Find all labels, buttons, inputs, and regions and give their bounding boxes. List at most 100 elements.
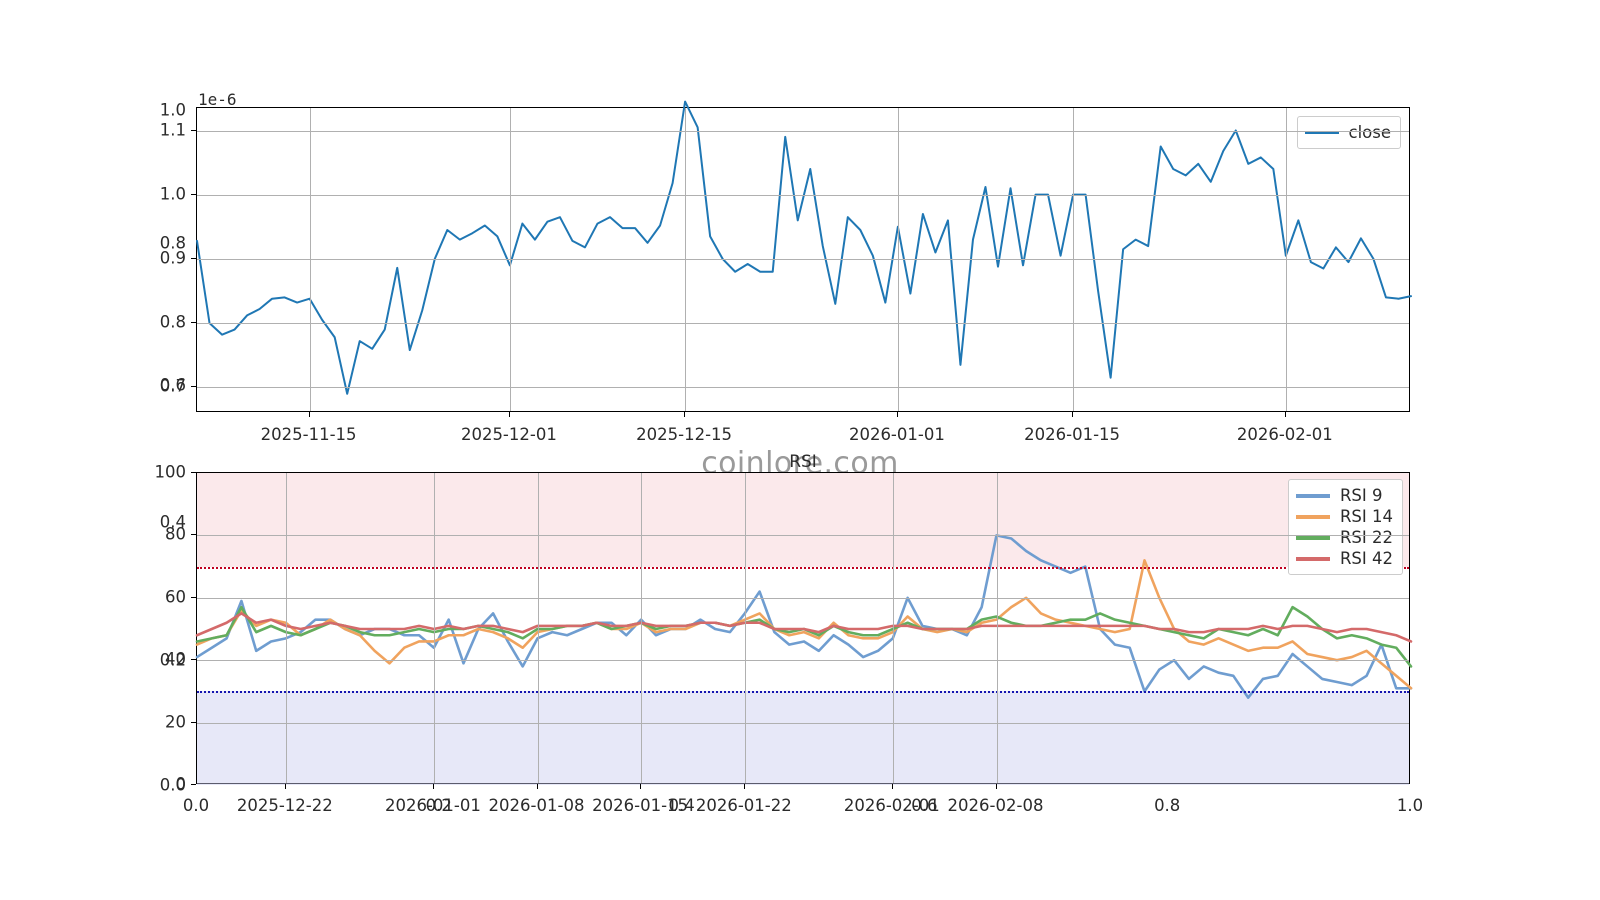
legend-item-rsi-42: RSI 42: [1295, 548, 1393, 569]
rsi-gridline-v: [285, 473, 287, 783]
legend-item-rsi-14: RSI 14: [1295, 506, 1393, 527]
price-gridline-v: [509, 108, 511, 411]
price-x-tickmark: [1072, 412, 1074, 417]
price-y-tick-label: 0.8: [159, 312, 186, 332]
price-x-tick-label: 2026-01-15: [1024, 425, 1121, 444]
price-x-tick-label: 2025-11-15: [260, 425, 357, 444]
legend-label: RSI 22: [1339, 528, 1393, 547]
price-x-tickmark: [308, 412, 310, 417]
rsi-y-tickmark: [191, 534, 196, 536]
price-y-tickmark: [191, 129, 196, 131]
rsi-gridline-h: [197, 660, 1409, 662]
rsi-x-tick-label: 2026-01-08: [488, 796, 585, 815]
price-x-tickmark: [896, 412, 898, 417]
price-y-offset-text: 1e-6: [198, 90, 237, 109]
price-x-tickmark: [508, 412, 510, 417]
rsi-gridline-v: [744, 473, 746, 783]
price-gridline-h: [197, 387, 1409, 389]
rsi-x-tick-label-secondary: 1.0: [1396, 796, 1424, 815]
rsi-x-tick-label-secondary: 0.6: [911, 796, 938, 815]
price-y-tick-label-secondary: 0.6: [159, 375, 186, 395]
rsi-x-tick-label-secondary: 0.4: [668, 796, 695, 815]
rsi-y-tick-label: 100: [154, 462, 187, 482]
overbought-threshold-line: [197, 566, 1409, 569]
rsi-line-plot: [195, 534, 1413, 699]
rsi-x-tickmark: [995, 784, 997, 789]
price-y-tick-label-secondary: 1.0: [159, 100, 186, 120]
price-line-plot: [196, 100, 1412, 395]
rsi-y-tickmark: [191, 721, 196, 723]
price-y-tickmark: [191, 193, 196, 195]
price-gridline-h: [197, 258, 1409, 260]
price-y-tickmark: [191, 386, 196, 388]
rsi-legend: RSI 9 RSI 14 RSI 22 RSI 42: [1287, 479, 1403, 575]
legend-label: RSI 9: [1339, 486, 1383, 505]
price-y-tickmark: [191, 322, 196, 324]
price-y-tick-label: 1.0: [159, 184, 186, 204]
price-y-tick-label-secondary: 0.8: [159, 233, 186, 253]
rsi-x-tick-label-secondary: 0.8: [1154, 796, 1181, 815]
legend-item-rsi-9: RSI 9: [1295, 485, 1393, 506]
rsi-x-tick-label-secondary: 0.2: [425, 796, 452, 815]
legend-label: close: [1348, 123, 1392, 142]
rsi-gridline-v: [892, 473, 894, 783]
rsi-x-tickmark: [640, 784, 642, 789]
rsi-y-tickmark: [191, 472, 196, 473]
rsi-gridline-v: [433, 473, 435, 783]
price-y-tickmark: [191, 257, 196, 259]
rsi-x-tickmark: [284, 784, 286, 789]
rsi-y-tick-label: 40: [165, 649, 186, 669]
rsi-y-tick-label: 80: [165, 524, 186, 544]
price-x-tick-label: 2025-12-01: [460, 425, 557, 444]
rsi-y-tickmark: [191, 596, 196, 598]
rsi-gridline-v: [537, 473, 539, 783]
price-gridline-h: [197, 130, 1409, 132]
price-x-tickmark: [684, 412, 686, 417]
price-x-tick-label: 2026-01-01: [848, 425, 945, 444]
rsi-y-tick-label-secondary: 0.0: [159, 775, 186, 795]
price-x-tick-label: 2025-12-15: [636, 425, 733, 444]
price-y-tick-label: 0.9: [159, 248, 186, 268]
rsi-x-tickmark: [891, 784, 893, 789]
price-y-tick-label: 1.1: [159, 120, 186, 139]
rsi-y-tick-label: 20: [165, 712, 186, 732]
price-legend: close: [1296, 116, 1401, 149]
rsi-gridline-h: [197, 722, 1409, 724]
rsi-x-tickmark: [743, 784, 745, 789]
rsi-x-tickmark: [432, 784, 434, 789]
legend-label: RSI 14: [1339, 507, 1393, 526]
rsi-x-tick-label: 2025-12-22: [236, 796, 333, 815]
oversold-band: [197, 691, 1409, 785]
rsi-chart-title: RSI: [789, 452, 817, 472]
price-gridline-v: [1285, 108, 1287, 411]
oversold-threshold-line: [197, 691, 1409, 694]
price-x-tickmark: [1284, 412, 1286, 417]
price-y-tick-label: 0.7: [159, 376, 186, 396]
rsi-y-tick-label: 0: [175, 774, 187, 794]
price-chart-axes: close: [196, 100, 1412, 412]
legend-label: RSI 42: [1339, 549, 1393, 568]
price-x-tick-label: 2026-02-01: [1236, 425, 1333, 444]
rsi-y-tick-label-secondary: 0.4: [159, 512, 186, 532]
rsi-x-tick-label: 2026-01-15: [592, 796, 689, 815]
price-gridline-v: [897, 108, 899, 411]
price-gridline-h: [197, 323, 1409, 325]
rsi-chart-axes: RSI 9 RSI 14 RSI 22 RSI 42: [195, 472, 1413, 785]
rsi-x-tickmark: [536, 784, 538, 789]
price-gridline-h: [197, 194, 1409, 196]
rsi-gridline-v: [996, 473, 998, 783]
legend-item-rsi-22: RSI 22: [1295, 527, 1393, 548]
rsi-x-tick-label-secondary: 0.0: [182, 796, 210, 815]
rsi-y-tickmark: [191, 659, 196, 661]
rsi-x-tick-label: 2026-01-01: [384, 796, 481, 815]
rsi-x-tick-label: 2026-02-01: [843, 796, 940, 815]
legend-swatch-rsi-42: [1295, 556, 1330, 561]
rsi-gridline-v: [641, 473, 643, 783]
price-gridline-v: [1073, 108, 1075, 411]
rsi-x-tick-label: 2026-02-08: [947, 796, 1044, 815]
rsi-y-tick-label: 60: [165, 587, 186, 607]
rsi-gridline-h: [197, 535, 1409, 537]
rsi-y-tick-label-secondary: 0.2: [159, 650, 186, 670]
legend-item-close: close: [1304, 122, 1392, 143]
legend-swatch-rsi-14: [1295, 514, 1330, 519]
